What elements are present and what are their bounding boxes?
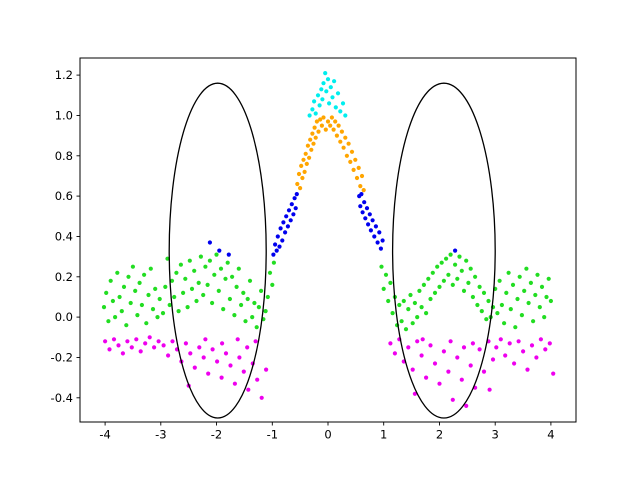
series-cyan [307,71,348,118]
x-tick-label: -3 [155,428,166,442]
x-tick-label: -1 [267,428,278,442]
y-tick-label: 1.2 [55,68,73,82]
y-tick-label: 0.8 [55,149,73,163]
x-tick-label: 2 [436,428,443,442]
y-tick-label: 0.0 [55,310,73,324]
y-tick-label: 1.0 [55,109,73,123]
x-tick-label: 1 [380,428,387,442]
series-orange [295,115,366,193]
x-tick-label: -2 [211,428,222,442]
x-axis-ticks: -4 -3 -2 -1 0 1 2 3 4 [99,422,555,442]
x-tick-label: -4 [99,428,110,442]
x-tick-label: 3 [492,428,499,442]
x-tick-label: 4 [547,428,554,442]
series-green [101,252,554,332]
series-magenta [103,335,556,408]
cluster-ellipse [168,82,267,419]
y-axis-ticks: -0.4 -0.2 0.0 0.2 0.4 0.6 0.8 1.0 1.2 [51,68,80,405]
x-tick-label: 0 [324,428,331,442]
cluster-ellipse [391,82,496,419]
y-tick-label: -0.4 [51,391,73,405]
y-tick-label: 0.4 [55,230,73,244]
series-blue [207,192,458,257]
y-tick-label: -0.2 [51,351,73,365]
axes-frame [79,57,577,423]
y-tick-label: 0.2 [55,270,73,284]
y-tick-label: 0.6 [55,189,73,203]
